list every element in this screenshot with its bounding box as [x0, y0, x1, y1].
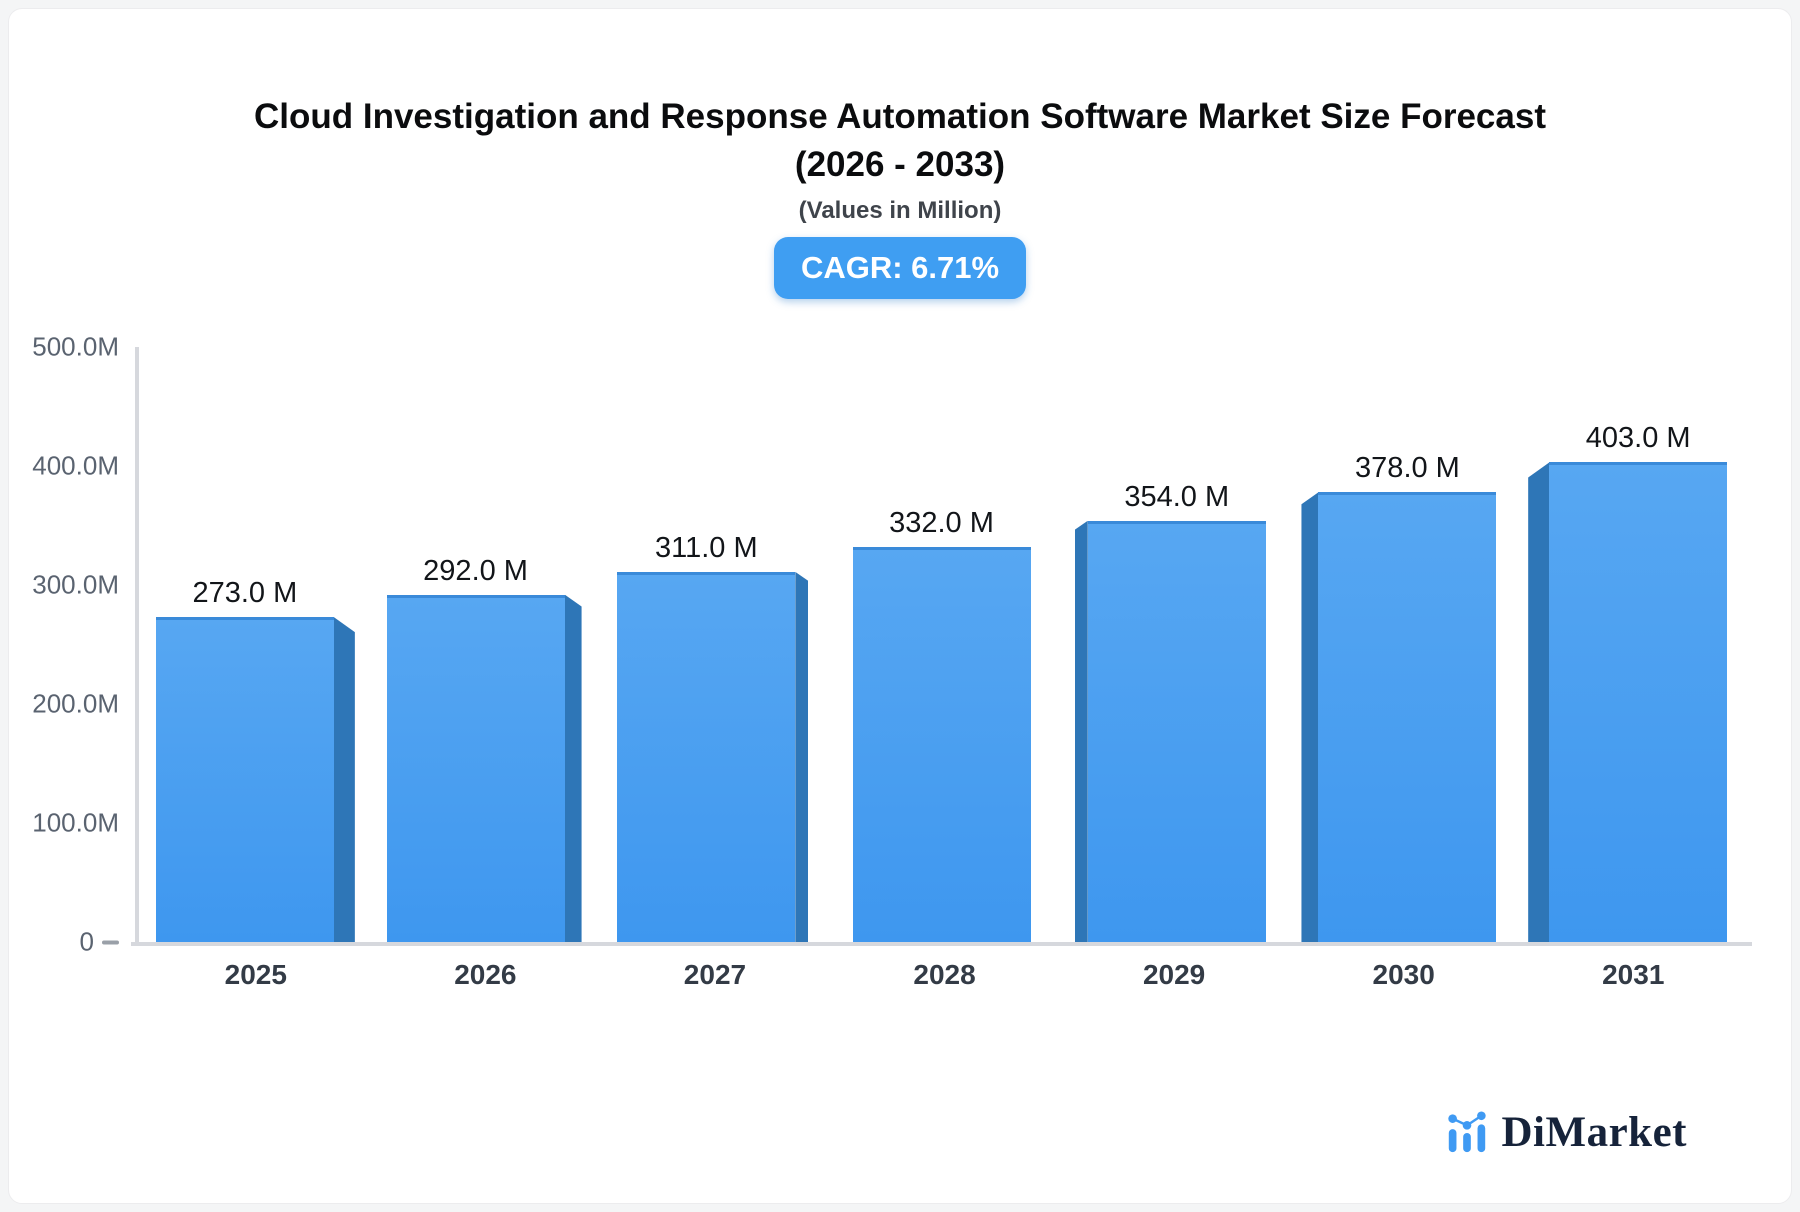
x-axis-labels: 2025 2026 2027 2028 2029 2030 2031	[141, 959, 1748, 991]
bar-3d-side-2030	[1301, 492, 1319, 942]
x-axis-label-2026: 2026	[454, 959, 517, 990]
chart-header: Cloud Investigation and Response Automat…	[9, 9, 1791, 299]
bar-series: 273.0 M 292.0 M 311.0 M 332.0 M 354.0 M 378.0…	[141, 347, 1742, 942]
brand-logo: DiMarket	[1444, 1108, 1688, 1157]
brand-logo-text: DiMarket	[1501, 1109, 1687, 1156]
bar-face-2029[interactable]: 354.0 M	[1087, 481, 1266, 942]
bar-line-chart-logo-icon	[1447, 1110, 1486, 1152]
chart-card: Cloud Investigation and Response Automat…	[8, 8, 1792, 1204]
bar-2025[interactable]: 273.0 M	[155, 577, 355, 942]
bar-slot-2030: 378.0 M	[1285, 347, 1514, 942]
bar-3d-side-2027	[795, 571, 809, 942]
bar-slot-2027: 311.0 M	[598, 347, 827, 942]
y-axis-tick-300.0M: 300.0M	[32, 569, 119, 600]
bar-slot-2029: 354.0 M	[1056, 347, 1285, 942]
bar-2031[interactable]: 403.0 M	[1528, 422, 1728, 942]
chart-title: Cloud Investigation and Response Automat…	[200, 93, 1600, 189]
y-axis-tick-500.0M: 500.0M	[32, 331, 119, 362]
y-axis-line	[135, 347, 139, 942]
bar-3d-side-2026	[564, 594, 582, 942]
x-axis-label-2025: 2025	[224, 959, 287, 990]
bar-2029[interactable]: 354.0 M	[1074, 481, 1266, 942]
bar-face-2025[interactable]: 273.0 M	[155, 577, 334, 942]
bar-face-2026[interactable]: 292.0 M	[386, 555, 565, 942]
chart-title-line1: Cloud Investigation and Response Automat…	[254, 97, 1546, 136]
y-axis-tick-labels: 500.0M 400.0M 300.0M 200.0M 100.0M 0	[17, 332, 119, 957]
bar-face-2030[interactable]: 378.0 M	[1318, 452, 1497, 942]
bar-slot-2031: 403.0 M	[1513, 347, 1742, 942]
bar-value-label-2028: 332.0 M	[889, 506, 994, 539]
bar-2028[interactable]: 332.0 M	[852, 507, 1031, 942]
cagr-badge: CAGR: 6.71%	[773, 237, 1027, 299]
bar-face-2028[interactable]: 332.0 M	[852, 507, 1031, 942]
bar-face-2027[interactable]: 311.0 M	[617, 532, 796, 942]
y-axis-tick-100.0M: 100.0M	[32, 807, 119, 838]
x-axis-line	[131, 942, 1752, 946]
chart-subtitle: (Values in Million)	[798, 197, 1002, 224]
bar-value-label-2027: 311.0 M	[654, 531, 758, 564]
x-axis-label-2031: 2031	[1602, 959, 1665, 990]
x-axis-label-2028: 2028	[913, 959, 976, 990]
bar-face-2031[interactable]: 403.0 M	[1549, 422, 1728, 942]
x-axis-label-2027: 2027	[683, 959, 747, 990]
y-axis-tick-0: 0	[17, 927, 119, 958]
chart-title-line2: (2026 - 2033)	[794, 145, 1006, 184]
bar-3d-side-2025	[333, 617, 355, 942]
bar-2030[interactable]: 378.0 M	[1301, 452, 1497, 942]
bar-2026[interactable]: 292.0 M	[386, 555, 582, 942]
bar-value-label-2030: 378.0 M	[1355, 452, 1460, 485]
bar-value-label-2025: 273.0 M	[192, 577, 298, 610]
x-axis-label-2030: 2030	[1372, 959, 1435, 990]
x-axis-label-2029: 2029	[1142, 959, 1206, 990]
bar-slot-2026: 292.0 M	[370, 347, 599, 942]
bar-value-label-2031: 403.0 M	[1585, 422, 1691, 455]
plot-area: 273.0 M 292.0 M 311.0 M 332.0 M 354.0 M 378.0…	[131, 347, 1752, 946]
bar-value-label-2026: 292.0 M	[423, 554, 528, 587]
bar-slot-2028: 332.0 M	[827, 347, 1056, 942]
bar-value-label-2029: 354.0 M	[1124, 480, 1230, 513]
zero-tick-dash	[102, 940, 119, 944]
bar-2027[interactable]: 311.0 M	[617, 532, 809, 942]
y-axis-tick-400.0M: 400.0M	[32, 450, 119, 481]
bar-slot-2025: 273.0 M	[141, 347, 370, 942]
bar-3d-side-2029	[1074, 520, 1088, 942]
y-axis-tick-200.0M: 200.0M	[32, 688, 119, 719]
bar-3d-side-2031	[1528, 462, 1550, 942]
